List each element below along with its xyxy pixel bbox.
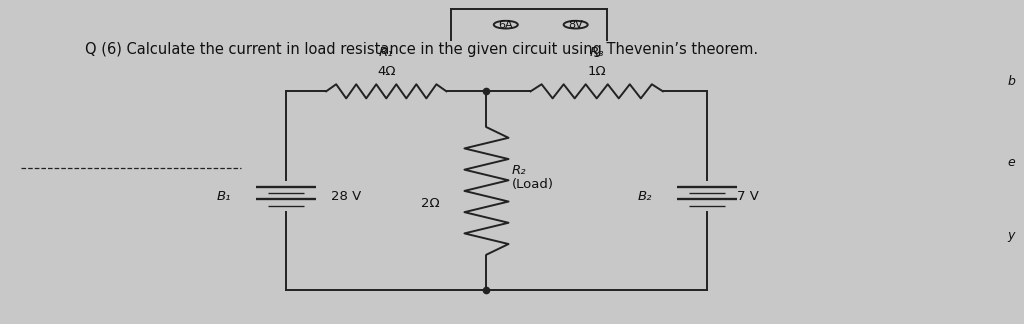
Text: b: b bbox=[1008, 75, 1016, 88]
Text: R₃: R₃ bbox=[590, 46, 604, 59]
Text: 6A: 6A bbox=[499, 20, 513, 30]
Text: R₁: R₁ bbox=[379, 46, 393, 59]
Text: 1Ω: 1Ω bbox=[588, 65, 606, 78]
Text: y: y bbox=[1008, 229, 1015, 242]
Text: 2Ω: 2Ω bbox=[421, 197, 440, 210]
Text: e: e bbox=[1008, 156, 1016, 168]
Text: 8V: 8V bbox=[568, 20, 583, 30]
Text: Q (6) Calculate the current in load resistance in the given circuit using Theven: Q (6) Calculate the current in load resi… bbox=[85, 42, 758, 57]
Text: 7 V: 7 V bbox=[737, 190, 759, 203]
Text: R₂: R₂ bbox=[512, 164, 526, 177]
Text: B₂: B₂ bbox=[637, 190, 652, 203]
Text: 28 V: 28 V bbox=[331, 190, 361, 203]
Text: B₁: B₁ bbox=[216, 190, 231, 203]
Text: (Load): (Load) bbox=[512, 178, 554, 191]
Text: 4Ω: 4Ω bbox=[377, 65, 395, 78]
